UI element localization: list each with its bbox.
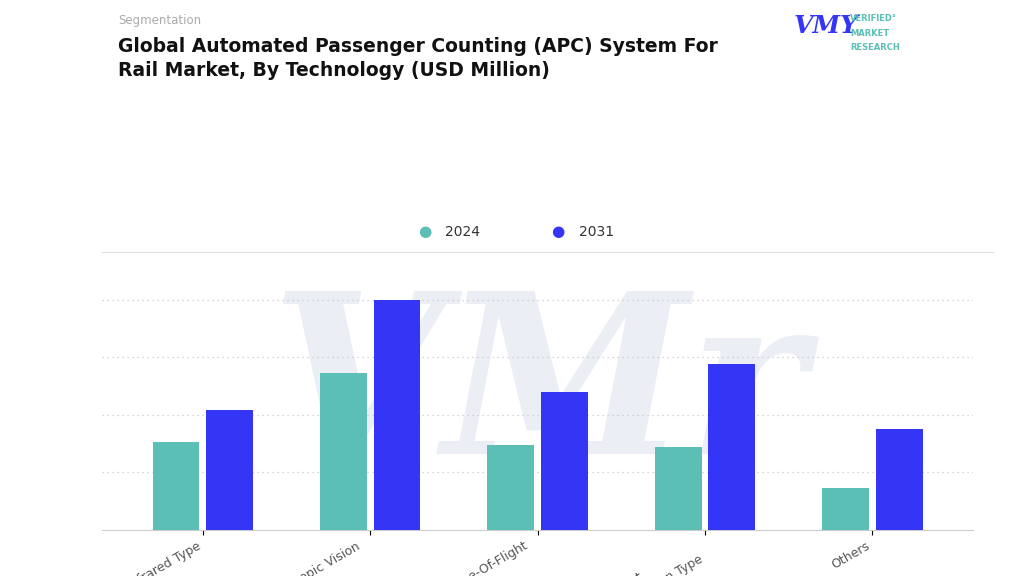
Bar — [876, 429, 923, 530]
Bar — [709, 364, 756, 530]
Text: Segmentation: Segmentation — [118, 14, 201, 28]
Bar — [541, 392, 588, 530]
Text: Global Automated Passenger Counting (APC) System For
Rail Market, By Technology : Global Automated Passenger Counting (APC… — [118, 37, 718, 80]
Bar — [487, 445, 535, 530]
Bar — [153, 442, 200, 530]
Text: ●: ● — [419, 224, 431, 239]
Bar — [654, 447, 701, 530]
Text: 2024: 2024 — [445, 225, 480, 238]
Text: VMr: VMr — [269, 284, 806, 501]
Bar — [374, 300, 421, 530]
Text: MARKET: MARKET — [850, 29, 889, 38]
Text: RESEARCH: RESEARCH — [850, 43, 900, 52]
Bar — [319, 373, 367, 530]
Bar — [206, 410, 253, 530]
Text: VMY: VMY — [794, 14, 858, 39]
Text: ●: ● — [552, 224, 564, 239]
Bar — [822, 488, 869, 530]
Text: 2031: 2031 — [579, 225, 613, 238]
Text: VERIFIED°: VERIFIED° — [850, 14, 897, 24]
